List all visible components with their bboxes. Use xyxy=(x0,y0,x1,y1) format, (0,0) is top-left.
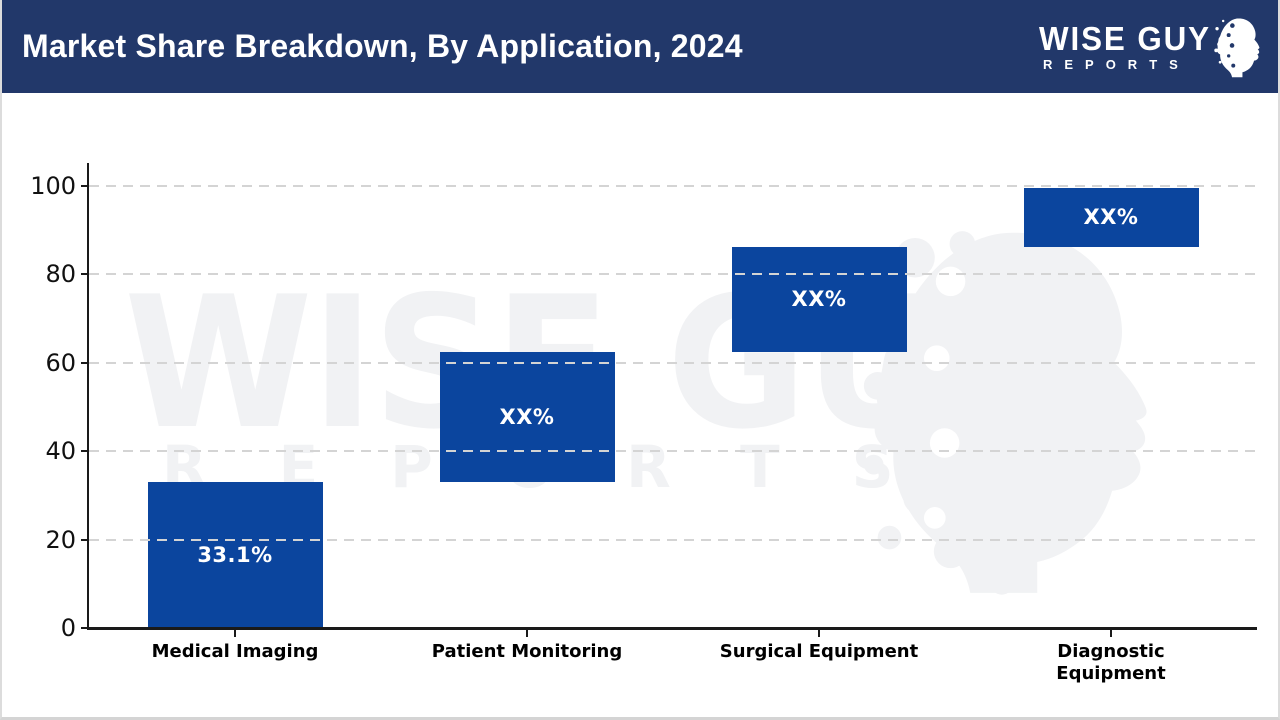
y-tick-mark xyxy=(81,627,88,629)
y-tick-label: 20 xyxy=(45,525,76,554)
page-title: Market Share Breakdown, By Application, … xyxy=(22,28,743,64)
x-category-label: Medical Imaging xyxy=(151,641,319,662)
bar-value-label: XX% xyxy=(499,404,555,429)
y-tick-mark xyxy=(81,538,88,541)
x-tick-mark xyxy=(1110,629,1112,637)
x-axis-spine xyxy=(87,627,1257,630)
y-tick-mark xyxy=(81,450,88,453)
bar-patient-monitoring: XX% xyxy=(439,352,615,482)
x-category-label: Surgical Equipment xyxy=(719,641,919,662)
bar-value-label: 33.1% xyxy=(197,542,273,567)
y-tick-label: 80 xyxy=(45,260,76,289)
head-profile-dots-icon xyxy=(1214,17,1260,77)
y-tick-label: 40 xyxy=(45,437,76,466)
y-tick-mark xyxy=(81,273,88,276)
gridline-y-40 xyxy=(89,450,1257,453)
y-axis-spine xyxy=(87,163,89,630)
bar-diagnostic-equipment: XX% xyxy=(1023,188,1199,247)
bar-surgical-equipment: XX% xyxy=(731,246,907,353)
bar-medical-imaging: 33.1% xyxy=(147,481,323,628)
x-tick-mark xyxy=(526,629,528,637)
bar-value-label: XX% xyxy=(791,287,847,312)
x-category-label: Patient Monitoring xyxy=(431,641,623,662)
x-tick-mark xyxy=(234,629,236,637)
y-tick-label: 0 xyxy=(60,614,76,642)
x-category-label: Diagnostic Equipment xyxy=(1056,641,1166,684)
logo-subtext: REPORTS xyxy=(1042,57,1190,72)
gridline-y-20 xyxy=(89,538,1257,541)
y-tick-mark xyxy=(81,185,88,187)
y-tick-label: 100 xyxy=(30,172,76,200)
gridline-y-80 xyxy=(89,273,1257,276)
brand-logo: WISE GUY REPORTS xyxy=(1039,8,1266,86)
logo-wordmark: WISE GUY xyxy=(1038,20,1211,57)
header: Market Share Breakdown, By Application, … xyxy=(2,0,1278,93)
y-tick-mark xyxy=(81,361,88,364)
bar-value-label: XX% xyxy=(1083,205,1139,230)
y-tick-label: 60 xyxy=(45,348,76,377)
gridline-y-100 xyxy=(89,185,1257,187)
gridline-y-60 xyxy=(89,361,1257,364)
x-tick-mark xyxy=(818,629,820,637)
